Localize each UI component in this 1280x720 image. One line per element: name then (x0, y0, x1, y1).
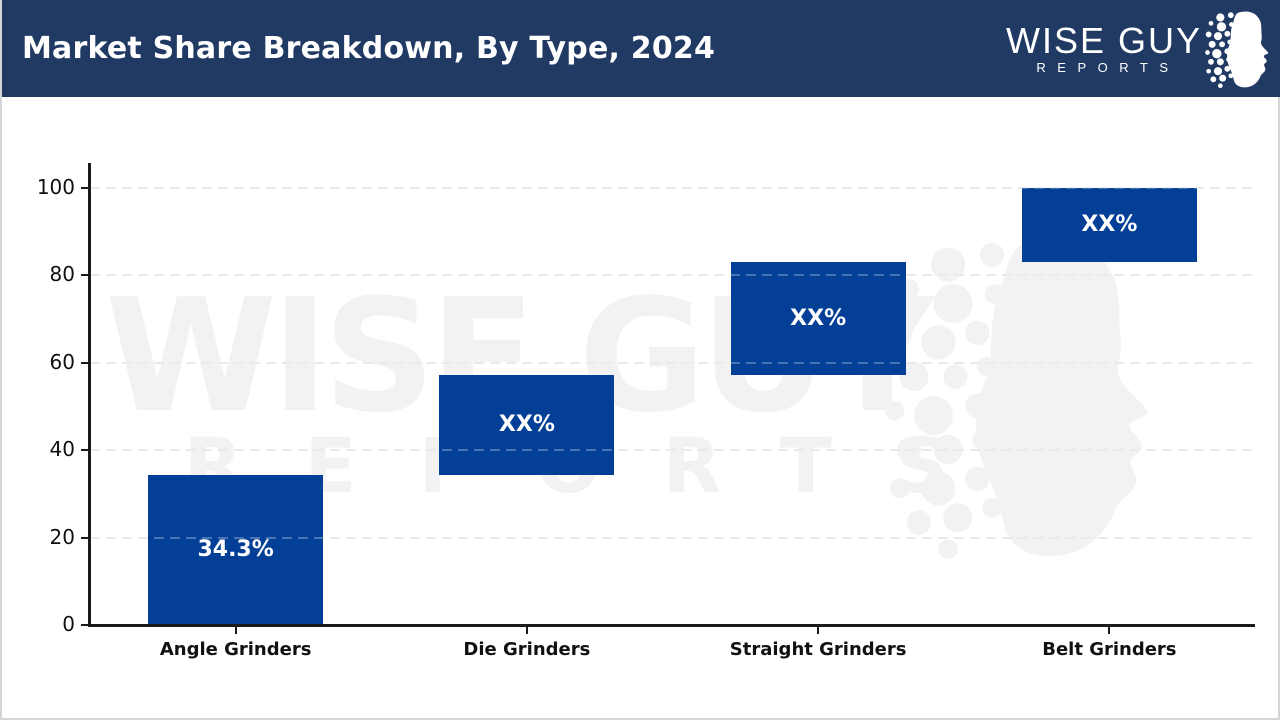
x-category-label: Straight Grinders (729, 639, 907, 660)
gridline (90, 186, 1255, 189)
y-tick-label: 60 (49, 349, 75, 374)
y-tick-label: 20 (49, 524, 75, 549)
bar: XX% (439, 374, 615, 475)
header-bar: Market Share Breakdown, By Type, 2024 WI… (2, 0, 1280, 97)
wiseguy-logo: WISE GUY REPORTS (1006, 0, 1274, 97)
x-tick-mark (1108, 625, 1111, 634)
y-tick-mark (81, 186, 90, 189)
y-tick-mark (81, 361, 90, 364)
gridline-overlay (90, 361, 1255, 364)
chart-title: Market Share Breakdown, By Type, 2024 (22, 31, 716, 66)
bar: XX% (1021, 187, 1197, 262)
x-category-label: Angle Grinders (159, 639, 312, 660)
gridline (90, 361, 1255, 364)
gridline-overlay (90, 274, 1255, 276)
logo-reports-label: REPORTS (1036, 60, 1180, 76)
x-tick-mark (817, 625, 820, 634)
wiseguy-head-icon (1205, 11, 1269, 88)
bar: XX% (730, 261, 906, 375)
y-tick-label: 0 (62, 612, 75, 636)
gridline-overlay (90, 449, 1255, 451)
gridline-overlay (90, 186, 1255, 189)
bar-value-label: 34.3% (197, 537, 274, 563)
bar-value-label: XX% (790, 305, 847, 331)
gridline (90, 449, 1255, 451)
x-tick-mark (234, 625, 237, 634)
gridline-overlay (90, 536, 1255, 539)
y-tick-label: 40 (49, 437, 75, 461)
bar-value-label: XX% (498, 412, 555, 438)
bar-value-label: XX% (1081, 212, 1138, 238)
logo-wiseguy-label: WISE GUY (1005, 19, 1202, 61)
x-category-label: Die Grinders (463, 639, 591, 660)
y-axis (88, 163, 91, 627)
bar: 34.3% (148, 474, 324, 625)
gridline (90, 274, 1255, 276)
y-tick-mark (81, 536, 90, 539)
x-axis (88, 624, 1255, 627)
gridline (90, 536, 1255, 539)
y-tick-mark (81, 624, 90, 626)
wiseguy-logo-text: WISE GUY REPORTS (1005, 19, 1202, 76)
y-tick-mark (81, 274, 90, 276)
x-category-label: Belt Grinders (1042, 639, 1177, 660)
y-tick-label: 80 (49, 262, 75, 286)
x-tick-mark (525, 625, 528, 634)
y-tick-mark (81, 449, 90, 451)
y-tick-label: 100 (36, 174, 75, 199)
